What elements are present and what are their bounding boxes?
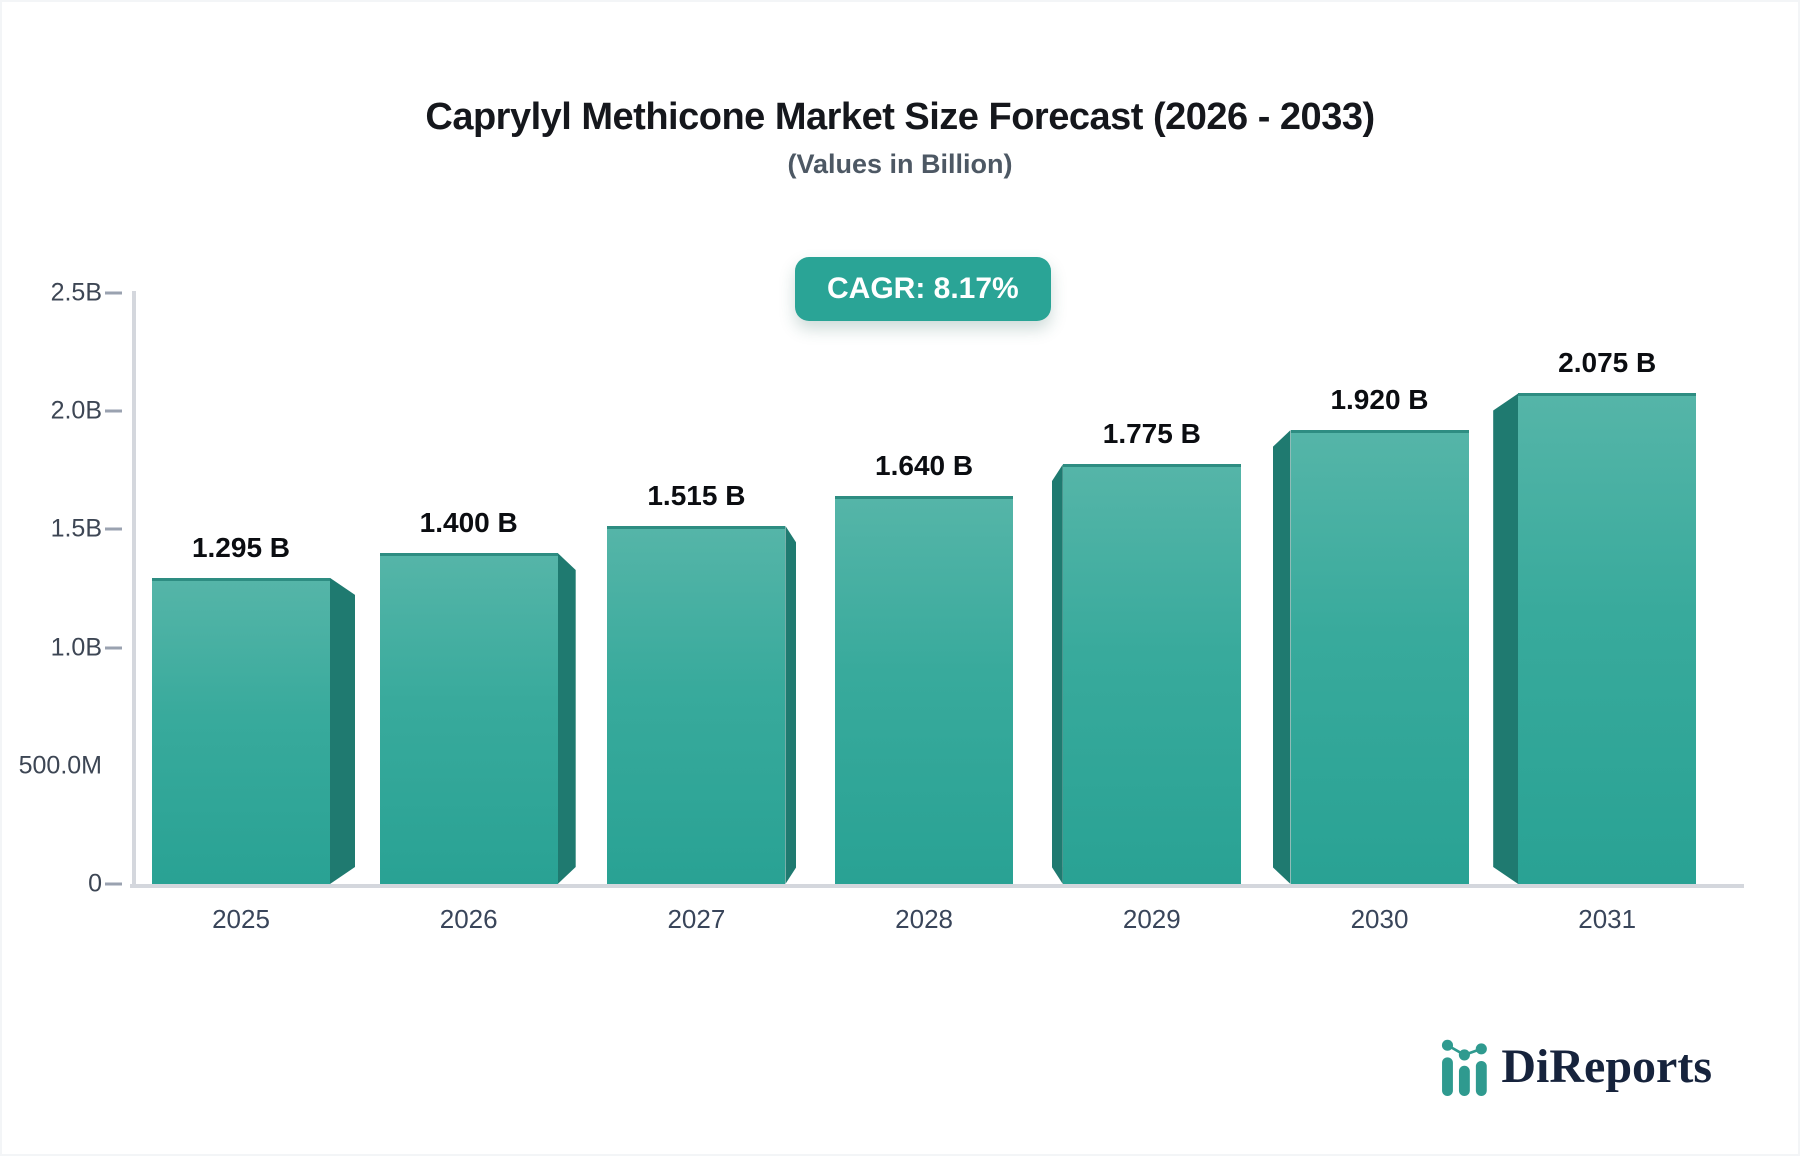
- bar-2028[interactable]: [835, 496, 1014, 884]
- x-axis-label-2026: 2026: [439, 904, 498, 934]
- bar-side-panel-2026: [558, 553, 576, 884]
- y-axis-label-2.0B: 2.0B: [50, 396, 102, 425]
- x-axis-line: [130, 884, 1744, 888]
- bar-2029[interactable]: [1062, 464, 1241, 884]
- cagr-badge: CAGR: 8.17%: [795, 257, 1051, 321]
- bar-value-label-2031: 2.075 B: [1558, 347, 1657, 379]
- y-axis-tick: [105, 882, 122, 886]
- direports-logo: DiReports: [1439, 1038, 1712, 1096]
- y-axis-label-2.5B: 2.5B: [50, 278, 102, 307]
- logo-text: DiReports: [1501, 1040, 1712, 1093]
- bar-side-panel-2031: [1493, 393, 1518, 884]
- y-axis-tick: [105, 409, 122, 413]
- x-axis-label-2030: 2030: [1350, 904, 1409, 934]
- bar-value-label-2029: 1.775 B: [1102, 418, 1201, 450]
- x-axis-label-2027: 2027: [667, 904, 726, 934]
- bar-side-panel-2029: [1052, 464, 1063, 884]
- bar-side-panel-2027: [785, 526, 796, 884]
- bar-2026[interactable]: [379, 553, 558, 884]
- x-axis-label-2028: 2028: [895, 904, 954, 934]
- bar-value-label-2026: 1.400 B: [419, 507, 518, 539]
- bar-value-label-2028: 1.640 B: [875, 450, 974, 482]
- bar-2025[interactable]: [152, 577, 330, 884]
- y-axis-line: [132, 291, 136, 888]
- y-axis-label-0: 0: [88, 869, 102, 898]
- x-axis-label-2025: 2025: [212, 904, 270, 934]
- bar-side-panel-2025: [330, 578, 355, 884]
- y-axis-tick: [105, 646, 122, 650]
- y-axis-label-1.0B: 1.0B: [50, 633, 102, 662]
- page-title: Caprylyl Methicone Market Size Forecast …: [425, 96, 1375, 138]
- bar-2027[interactable]: [607, 525, 786, 884]
- x-axis-label-2029: 2029: [1122, 904, 1181, 934]
- bar-2031[interactable]: [1518, 393, 1697, 884]
- bar-value-label-2027: 1.515 B: [647, 479, 746, 511]
- y-axis-label-1.5B: 1.5B: [50, 514, 102, 543]
- bar-2030[interactable]: [1290, 430, 1469, 884]
- page-subtitle: (Values in Billion): [787, 149, 1013, 179]
- bar-value-label-2030: 1.920 B: [1330, 384, 1429, 416]
- bar-side-panel-2030: [1273, 430, 1291, 884]
- bar-value-label-2025: 1.295 B: [191, 531, 291, 563]
- x-axis-label-2031: 2031: [1578, 904, 1637, 934]
- y-axis-tick: [105, 527, 122, 531]
- bar-chart-trend-icon: [1442, 1039, 1488, 1096]
- y-axis-label-500.0M: 500.0M: [18, 751, 102, 780]
- y-axis-tick: [105, 291, 122, 295]
